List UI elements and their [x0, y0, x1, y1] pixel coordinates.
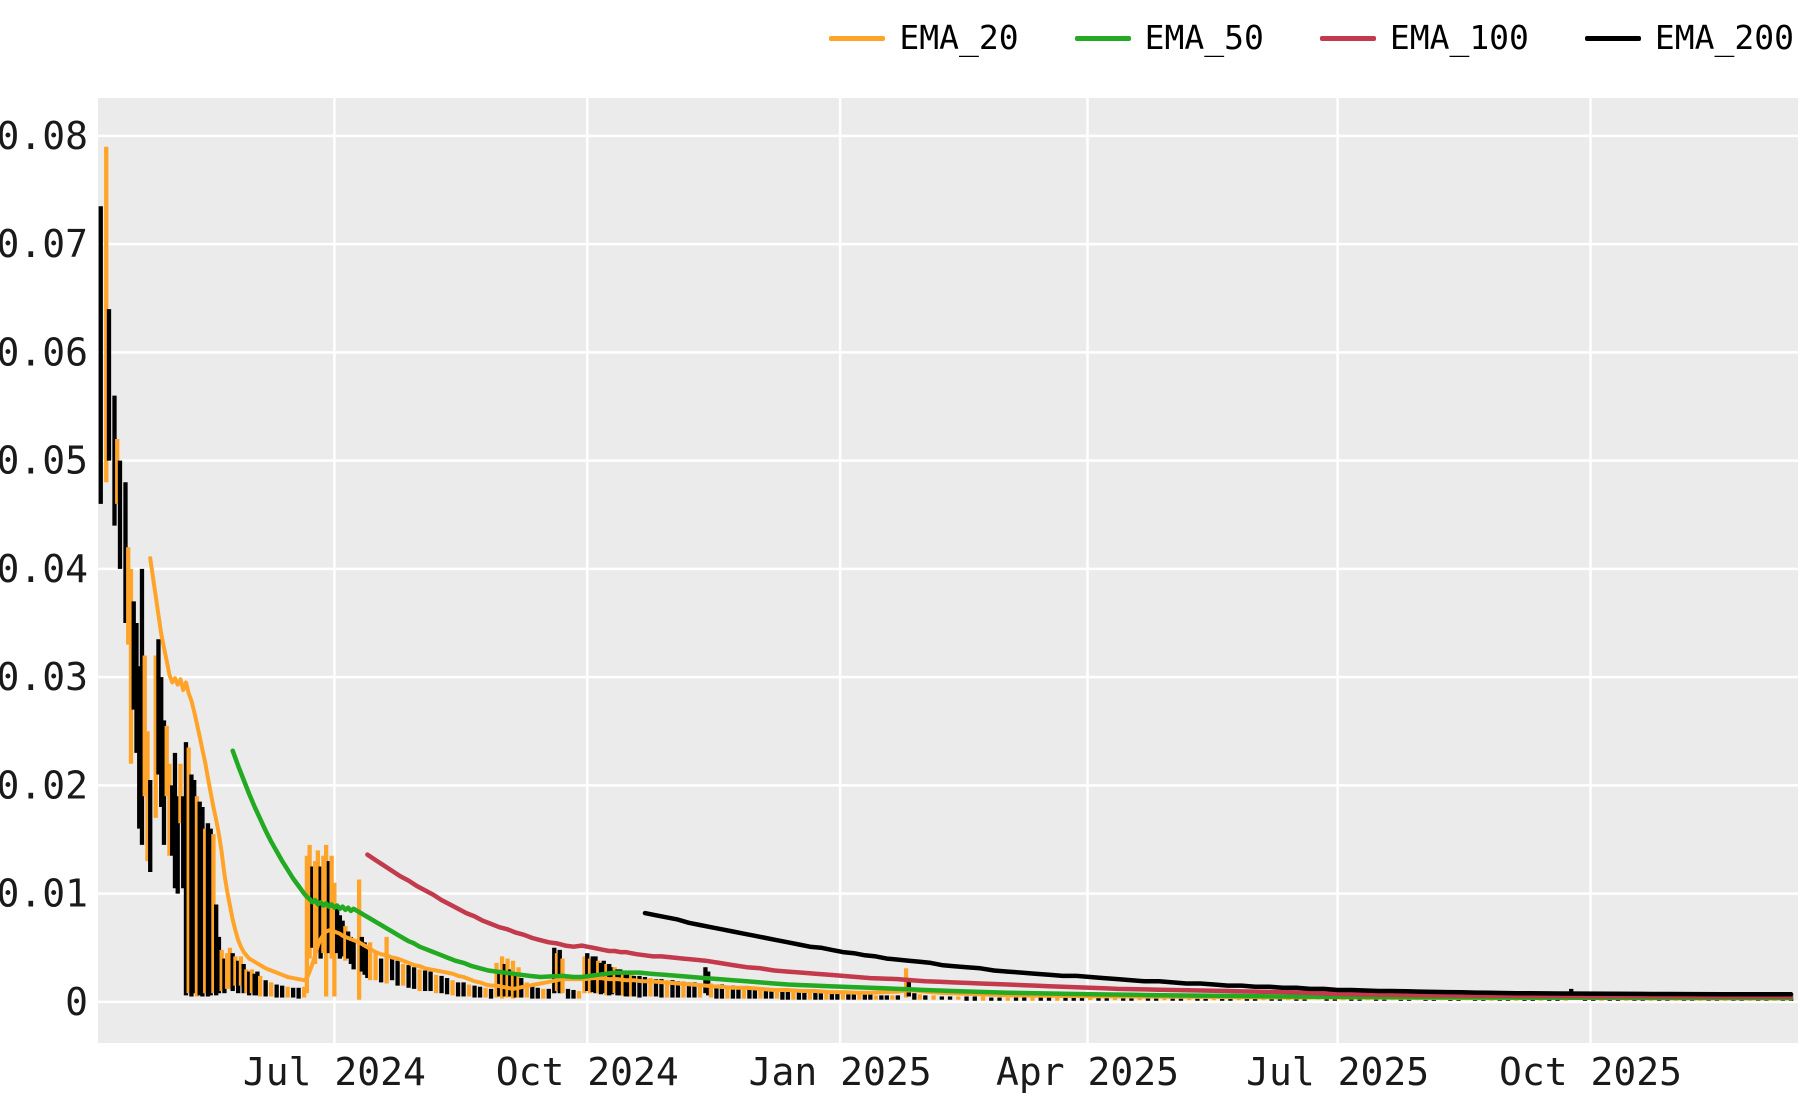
legend-label-ema-50: EMA_50 [1144, 18, 1264, 57]
y-tick-label: 0.08 [0, 114, 88, 158]
series-line-ema_200 [642, 910, 1794, 997]
legend-item-ema-50: EMA_50 [1074, 16, 1264, 60]
y-tick-label: 0.01 [0, 872, 88, 916]
y-tick-label: 0 [65, 980, 88, 1024]
ema-200-line-sample [1584, 35, 1641, 41]
y-tick-label: 0.02 [0, 763, 88, 807]
x-tick-label: Oct 2024 [496, 1050, 679, 1094]
y-tick-label: 0.05 [0, 439, 88, 483]
x-tick-label: Jul 2025 [1246, 1050, 1429, 1094]
legend-item-ema-20: EMA_20 [829, 16, 1019, 60]
plot-area [98, 98, 1798, 1043]
series-line-ema_50 [230, 748, 1794, 1001]
y-tick-label: 0.06 [0, 330, 88, 374]
y-tick-label: 0.07 [0, 222, 88, 266]
x-tick-label: Jul 2024 [243, 1050, 426, 1094]
x-tick-label: Oct 2025 [1499, 1050, 1682, 1094]
ema-50-line-sample [1074, 35, 1131, 41]
y-tick-label: 0.04 [0, 547, 88, 591]
legend-item-ema-200: EMA_200 [1584, 16, 1794, 60]
ema-100-line-sample [1319, 35, 1376, 41]
x-tick-label: Jan 2025 [749, 1050, 932, 1094]
y-tick-label: 0.03 [0, 655, 88, 699]
legend: EMA_20 EMA_50 EMA_100 EMA_200 [829, 16, 1794, 60]
series-line-ema_100 [365, 852, 1794, 999]
legend-label-ema-100: EMA_100 [1389, 18, 1529, 57]
ema-20-line-sample [829, 35, 886, 41]
legend-label-ema-200: EMA_200 [1654, 18, 1794, 57]
legend-label-ema-20: EMA_20 [899, 18, 1019, 57]
x-tick-label: Apr 2025 [996, 1050, 1179, 1094]
legend-item-ema-100: EMA_100 [1319, 16, 1529, 60]
